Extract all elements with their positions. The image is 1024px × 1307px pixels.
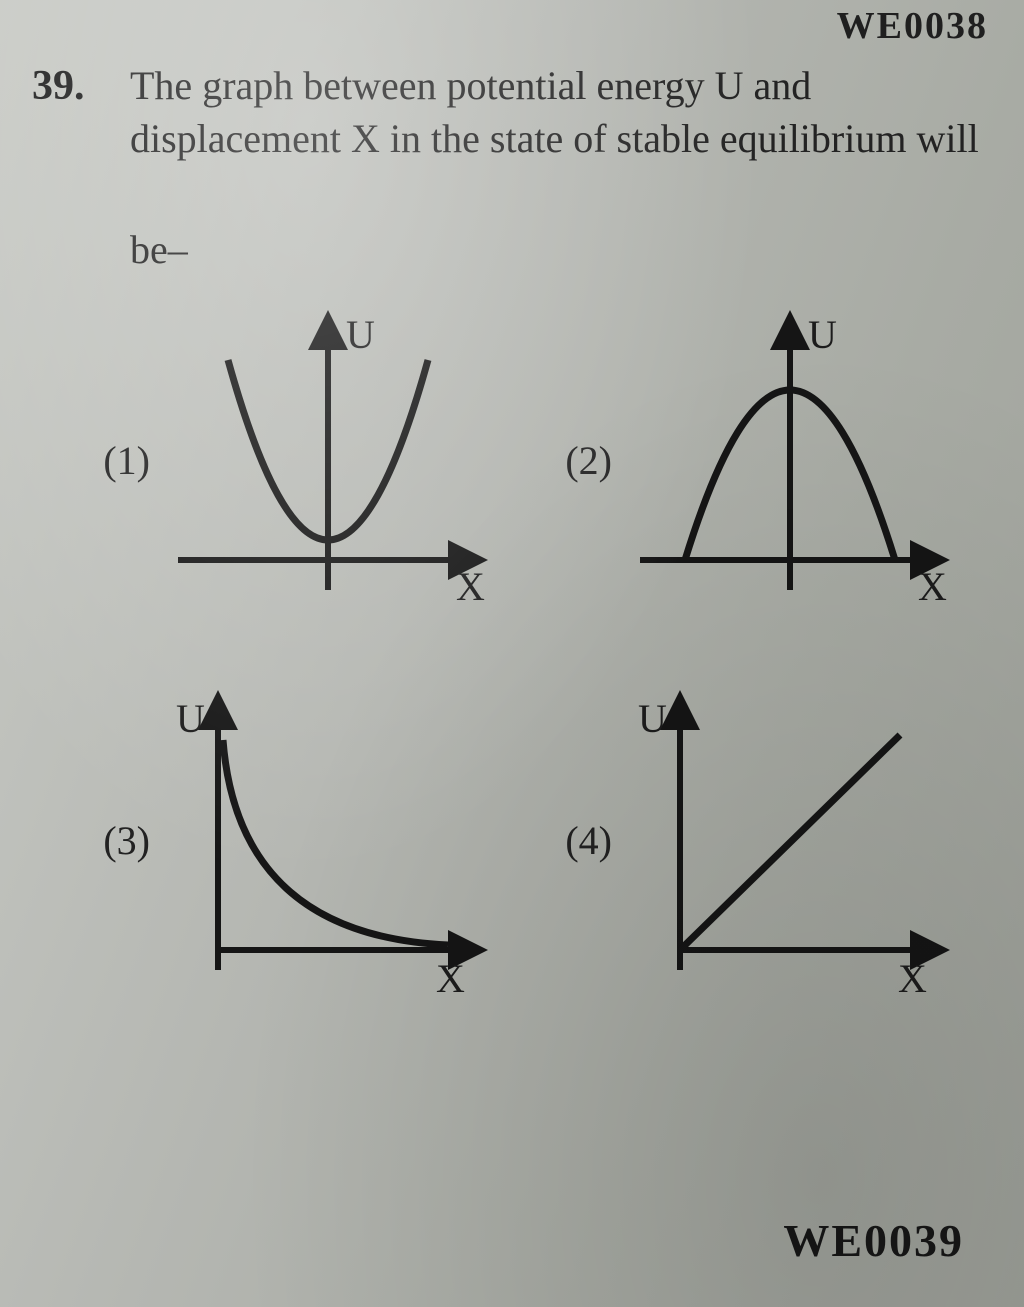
question-text-line1: The graph between potential energy U and xyxy=(130,63,811,108)
option-2: (2) U X xyxy=(552,300,984,620)
page-root: WE0038 39. The graph between potential e… xyxy=(0,0,1024,1307)
option-1-graph: U X xyxy=(168,300,488,620)
option-1-svg: U X xyxy=(168,300,488,620)
option-1-label: (1) xyxy=(90,437,150,484)
footer-code: WE0039 xyxy=(783,1214,964,1267)
x-axis-label: X xyxy=(918,564,947,609)
x-axis-label: X xyxy=(436,956,465,1000)
u-axis-label: U xyxy=(346,312,375,357)
curve xyxy=(680,735,900,950)
option-2-svg: U X xyxy=(630,300,950,620)
u-axis-label: U xyxy=(638,696,667,741)
u-axis-label: U xyxy=(808,312,837,357)
question-text-be: be– xyxy=(130,226,188,273)
option-3-graph: U X xyxy=(168,680,488,1000)
option-1: (1) U X xyxy=(90,300,522,620)
x-axis-label: X xyxy=(456,564,485,609)
option-4-svg: U X xyxy=(630,680,950,1000)
options-grid: (1) U X xyxy=(90,300,984,1000)
option-3-label: (3) xyxy=(90,817,150,864)
u-axis-label: U xyxy=(176,696,205,741)
option-3: (3) U X xyxy=(90,680,522,1000)
option-4: (4) U X xyxy=(552,680,984,1000)
question-text-line2: displacement X in the state of stable eq… xyxy=(130,116,979,161)
option-2-label: (2) xyxy=(552,437,612,484)
question-text: The graph between potential energy U and… xyxy=(130,60,994,166)
x-axis-label: X xyxy=(898,956,927,1000)
option-4-graph: U X xyxy=(630,680,950,1000)
option-4-label: (4) xyxy=(552,817,612,864)
curve xyxy=(223,740,448,945)
header-code: WE0038 xyxy=(837,4,988,48)
option-3-svg: U X xyxy=(168,680,488,1000)
option-2-graph: U X xyxy=(630,300,950,620)
question-number: 39. xyxy=(32,62,85,110)
